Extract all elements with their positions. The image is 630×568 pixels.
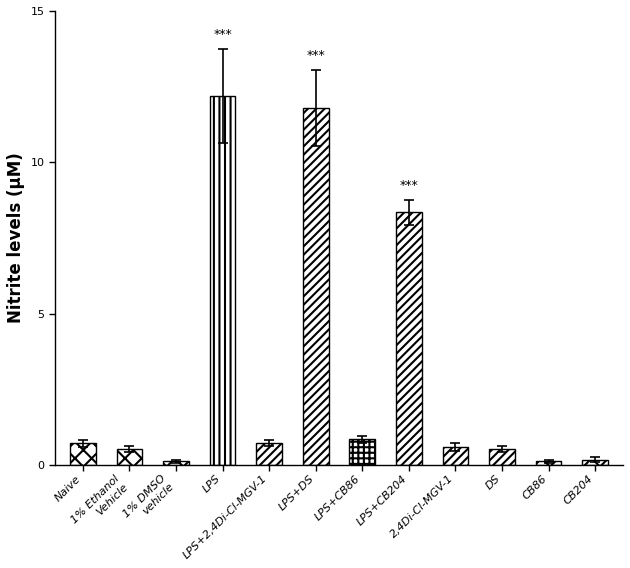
- Text: ***: ***: [399, 179, 418, 192]
- Bar: [303, 108, 328, 465]
- Bar: [396, 212, 421, 465]
- Bar: [582, 460, 608, 465]
- Y-axis label: Nitrite levels (μM): Nitrite levels (μM): [7, 153, 25, 323]
- Bar: [256, 444, 282, 465]
- Bar: [70, 444, 96, 465]
- Bar: [489, 449, 515, 465]
- Bar: [117, 449, 142, 465]
- Bar: [536, 461, 561, 465]
- Bar: [210, 96, 236, 465]
- Bar: [350, 440, 375, 465]
- Bar: [443, 447, 468, 465]
- Text: ***: ***: [306, 49, 325, 62]
- Bar: [163, 461, 189, 465]
- Text: ***: ***: [213, 28, 232, 41]
